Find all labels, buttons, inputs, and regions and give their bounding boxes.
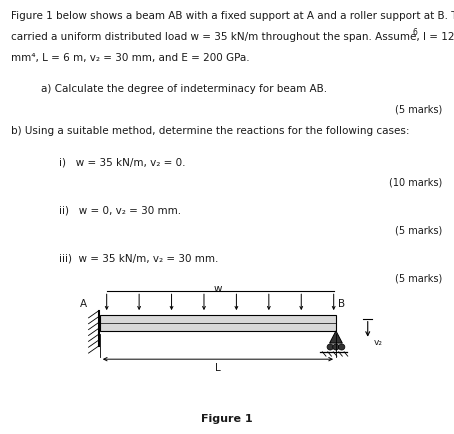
Circle shape <box>333 344 339 350</box>
Text: a) Calculate the degree of indeterminacy for beam AB.: a) Calculate the degree of indeterminacy… <box>41 84 327 94</box>
Text: B: B <box>338 298 345 308</box>
Circle shape <box>339 344 345 350</box>
Text: Figure 1 below shows a beam AB with a fixed support at A and a roller support at: Figure 1 below shows a beam AB with a fi… <box>11 11 454 21</box>
Text: L: L <box>215 362 221 372</box>
Text: i)   w = 35 kN/m, v₂ = 0.: i) w = 35 kN/m, v₂ = 0. <box>59 157 186 167</box>
Text: (5 marks): (5 marks) <box>395 225 443 235</box>
Text: b) Using a suitable method, determine the reactions for the following cases:: b) Using a suitable method, determine th… <box>11 125 410 135</box>
Text: w: w <box>214 283 222 293</box>
Text: carried a uniform distributed load w = 35 kN/m throughout the span. Assume, I = : carried a uniform distributed load w = 3… <box>11 32 454 42</box>
Text: 6: 6 <box>412 28 417 37</box>
Text: Figure 1: Figure 1 <box>201 413 253 423</box>
Text: (10 marks): (10 marks) <box>390 178 443 187</box>
Polygon shape <box>330 331 342 343</box>
Text: A: A <box>79 298 87 308</box>
Text: iii)  w = 35 kN/m, v₂ = 30 mm.: iii) w = 35 kN/m, v₂ = 30 mm. <box>59 253 218 263</box>
Text: mm⁴, L = 6 m, v₂ = 30 mm, and E = 200 GPa.: mm⁴, L = 6 m, v₂ = 30 mm, and E = 200 GP… <box>11 53 250 62</box>
Text: v₂: v₂ <box>374 338 383 347</box>
Bar <box>100 316 336 331</box>
Text: ii)   w = 0, v₂ = 30 mm.: ii) w = 0, v₂ = 30 mm. <box>59 204 181 214</box>
Circle shape <box>327 344 333 350</box>
Text: (5 marks): (5 marks) <box>395 105 443 115</box>
Text: (5 marks): (5 marks) <box>395 273 443 283</box>
